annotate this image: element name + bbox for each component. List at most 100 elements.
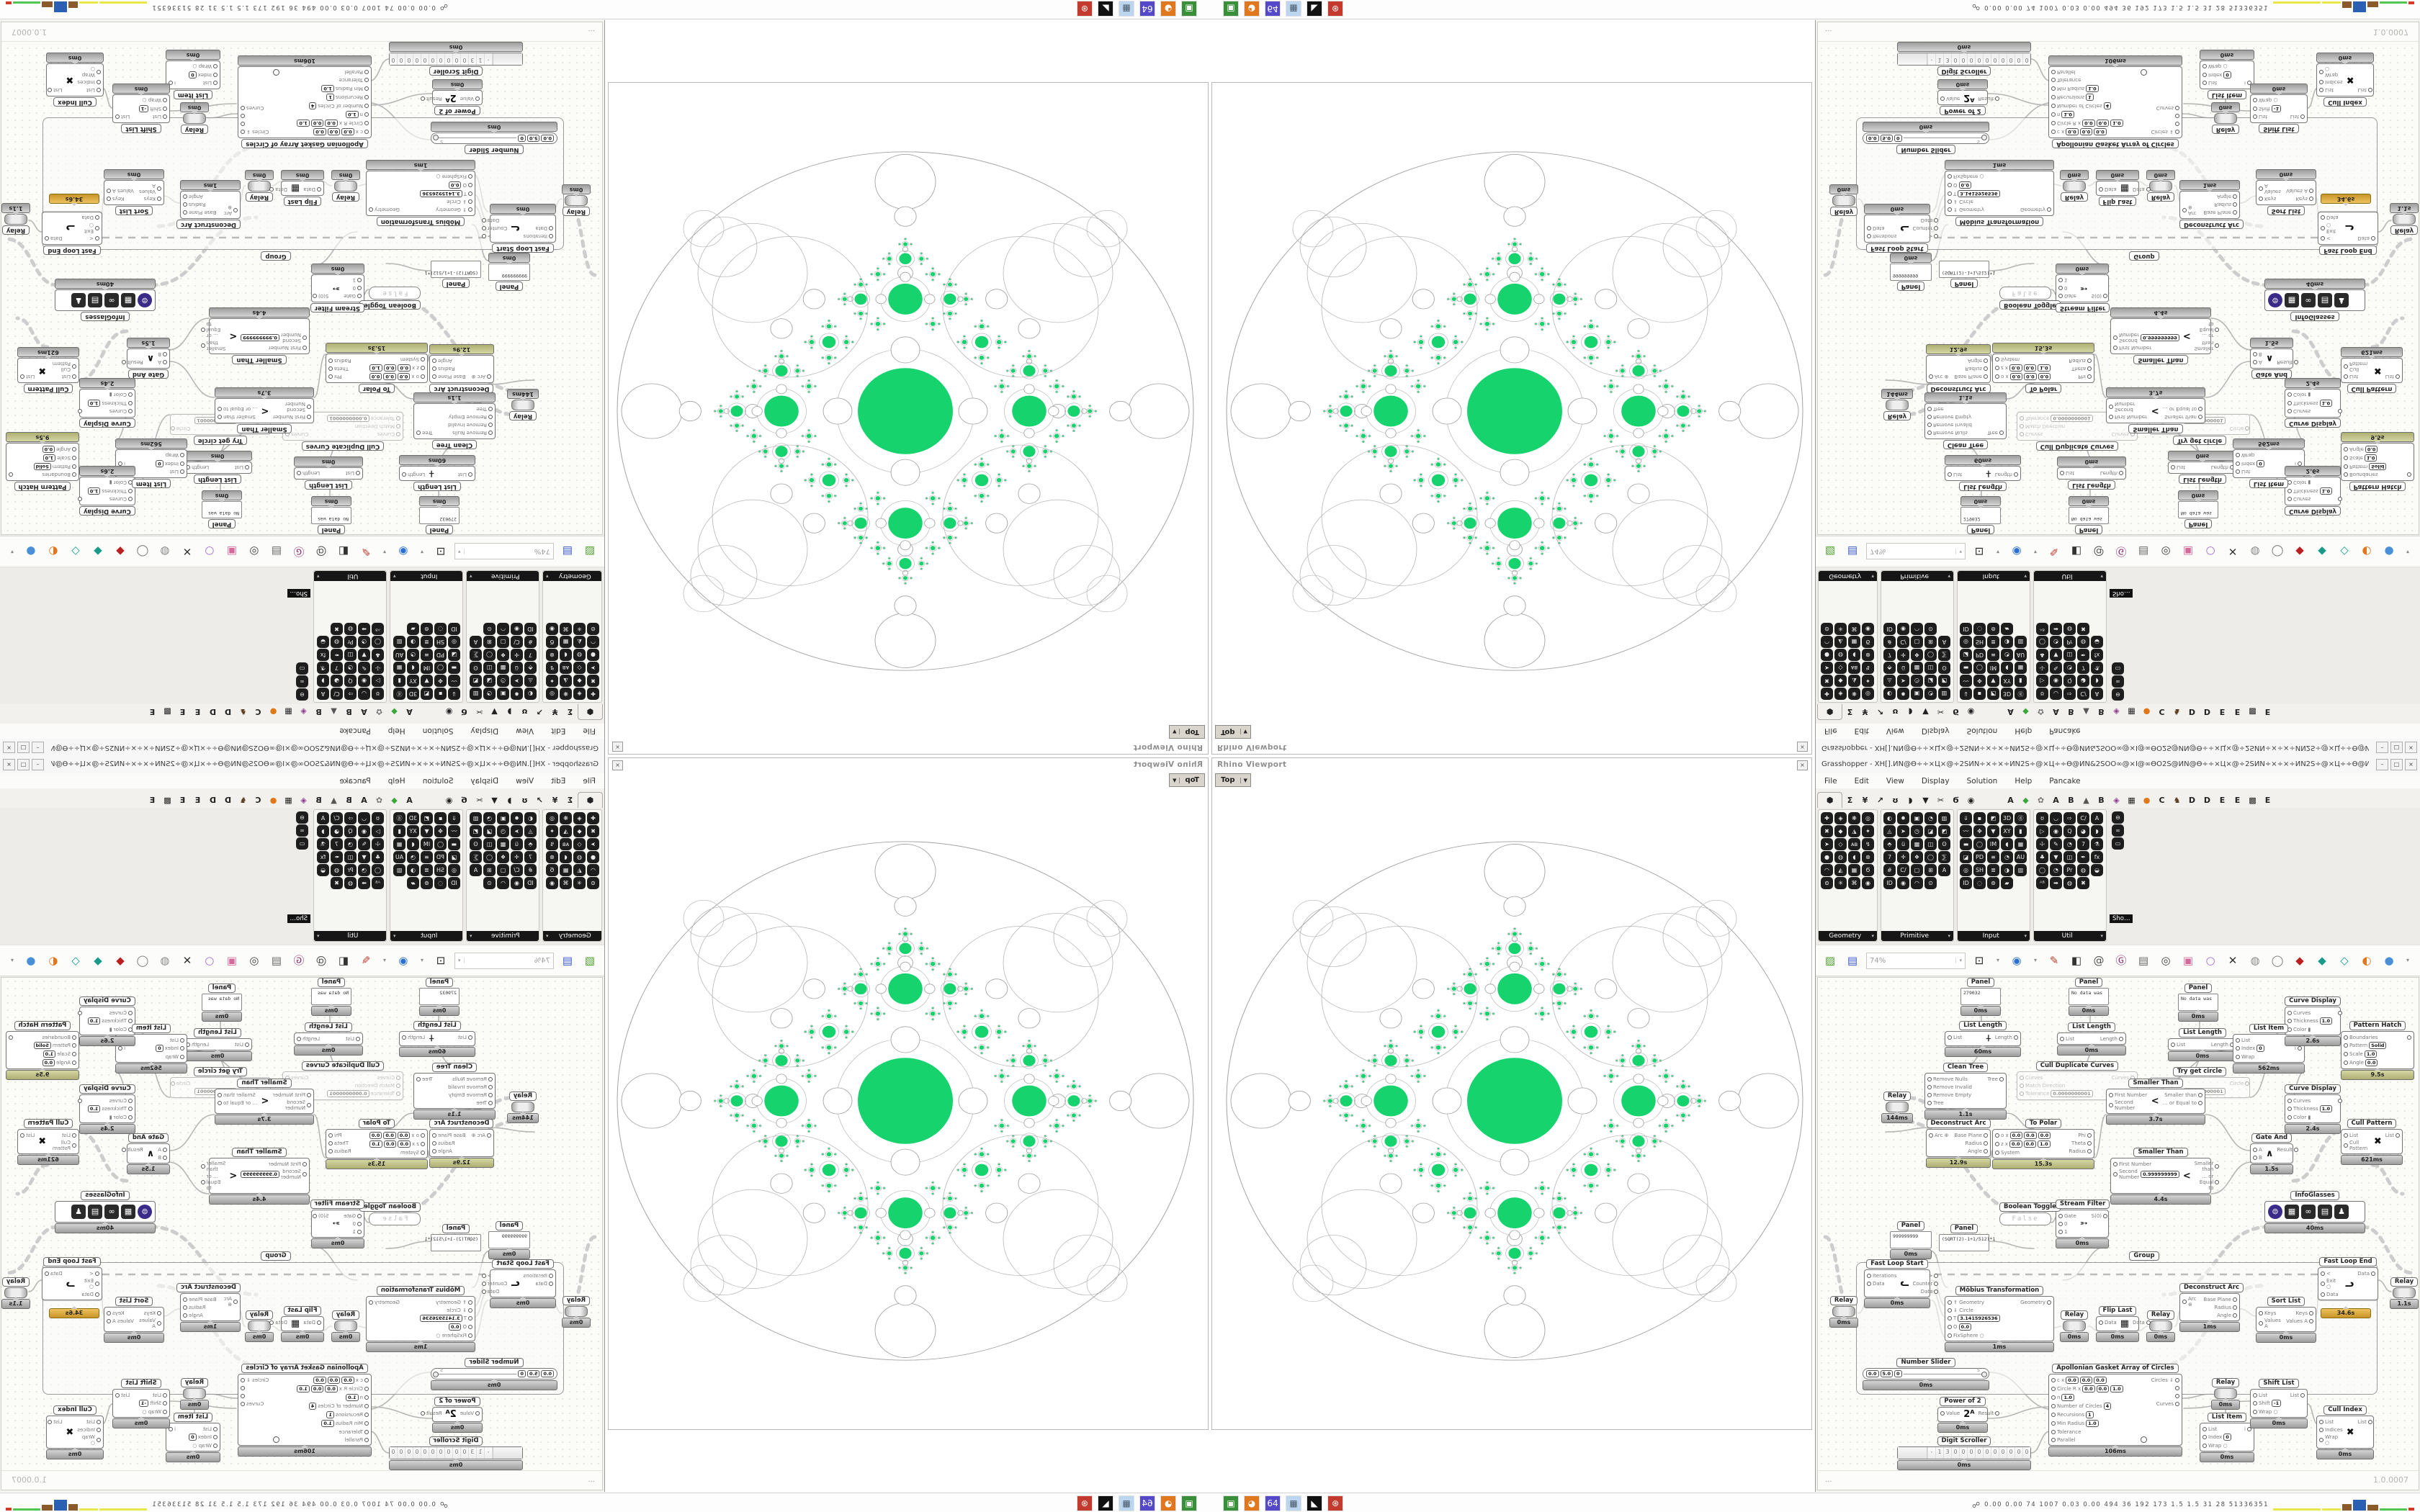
value-box[interactable]: -1 [2271, 1400, 2282, 1407]
input-port[interactable] [2109, 415, 2113, 420]
component-icon[interactable]: ◪ [1924, 675, 1937, 687]
grasshopper-titlebar[interactable]: Grasshopper - XH[].ИN@Ө÷÷×Ц×@÷2SИN÷×÷×÷И… [0, 738, 604, 756]
input-port[interactable] [2344, 1052, 2348, 1056]
node-body[interactable]: Arc ⊕ Base Plane Radius Angle [2179, 1293, 2240, 1321]
component-tab-15[interactable]: B [346, 796, 352, 805]
component-tab-27[interactable]: ▩ [2249, 796, 2257, 805]
component-icon[interactable]: ◫ [483, 838, 496, 850]
gh-node-cullidx[interactable]: Cull Index List Indices Wrap ○ ✖ List 0ms [2316, 1405, 2374, 1459]
component-tab-0[interactable]: ⬢ [578, 792, 603, 808]
value-box[interactable]: 0.0 [2082, 120, 2095, 127]
input-port[interactable] [396, 1075, 400, 1080]
input-port[interactable] [157, 186, 161, 191]
component-tab-1[interactable]: Σ [567, 796, 573, 805]
output-port[interactable] [183, 1297, 187, 1302]
input-port[interactable] [364, 86, 369, 91]
input-port[interactable] [2051, 112, 2056, 117]
panel-content[interactable]: No data was [2178, 994, 2218, 1011]
component-icon[interactable]: ▦ [1848, 864, 1860, 876]
component-icon[interactable]: ✹ [1897, 812, 1909, 824]
component-icon[interactable]: ✹ [511, 812, 523, 824]
component-icon[interactable]: fx [317, 649, 329, 661]
component-icon[interactable]: ✛ [511, 649, 523, 661]
node-body[interactable]: List ⍭ Length [399, 466, 475, 481]
component-icon[interactable]: ⊙ [1924, 623, 1937, 635]
palette-group-label[interactable]: Util ▾ [2034, 931, 2106, 941]
node-body[interactable]: Curves Thickness 1.0 Color ▮ [2285, 389, 2343, 418]
input-port[interactable] [72, 1035, 76, 1040]
scroller-digit[interactable]: 0 [2015, 1447, 2022, 1459]
gh-node-cd1[interactable]: Curve Display Curves Thickness 1.0 Color ▮ 2.… [77, 466, 135, 516]
gh-node-slider[interactable]: Number Slider 0.0 5.0 0 5 0ms [431, 1358, 557, 1390]
rhino-viewport-titlebar[interactable]: Rhino Viewport × [609, 758, 1208, 771]
component-icon[interactable]: ⓖ [393, 812, 405, 824]
component-tab-22[interactable]: ♞ [239, 707, 247, 716]
gh-node-decon2[interactable]: Deconstruct Arc Arc ⊕ Base Plane Radius Angl… [2179, 1283, 2244, 1332]
node-body[interactable]: Arc ⊕ Base Plane Radius Angle [2179, 191, 2240, 219]
component-icon[interactable]: ▢ [497, 864, 509, 876]
input-port[interactable] [2253, 107, 2257, 111]
node-body[interactable]: List Indices Wrap ○ ✖ List [2316, 1416, 2374, 1449]
component-icon[interactable]: ⌘ [560, 877, 572, 889]
input-port[interactable] [2259, 186, 2263, 191]
node-body[interactable]: List Cull Pattern ✖ List [2341, 1129, 2403, 1154]
component-tab-8[interactable]: Ϭ [461, 707, 467, 716]
node-body[interactable]: o x 0.0 0.0 0.0 z x 0.0 0.0 1.0 System Phi Theta Ra… [1992, 1129, 2094, 1158]
input-port[interactable] [2051, 78, 2056, 83]
value-box[interactable]: 0 [189, 71, 197, 78]
gh-node-fls[interactable]: Fast Loop Start Iterations Data ᓚ > Counter Da… [1864, 204, 1939, 253]
gh-node-apo[interactable]: Apollonian Gasket Array of Circles c x 0.0… [238, 55, 372, 148]
component-icon[interactable]: ▪ [434, 812, 447, 824]
component-icon[interactable]: ◮ [560, 675, 572, 687]
gh-node-relaym1[interactable]: Relay 0ms [2060, 1310, 2089, 1342]
input-port[interactable] [2058, 294, 2063, 299]
slider-value-box[interactable]: 0 [518, 135, 526, 142]
node-body[interactable]: First Number Second Number < Smaller than… … [215, 398, 314, 423]
gh-node-relayB[interactable]: Relay 0ms [180, 1378, 209, 1410]
component-icon[interactable]: Ϭ [1862, 864, 1874, 876]
component-icon[interactable]: ↯ [546, 662, 558, 674]
balloon-icon[interactable]: ○ [205, 954, 215, 967]
component-icon[interactable]: ◠ [587, 636, 599, 648]
gh-node-smaller2[interactable]: Smaller Than First Number Second Number 0.9… [200, 307, 310, 364]
input-port[interactable] [488, 1092, 493, 1097]
gh-node-fls[interactable]: Fast Loop Start Iterations Data ᓚ > Counter Da… [481, 204, 556, 253]
input-port[interactable] [487, 1133, 491, 1138]
output-port[interactable] [2309, 1310, 2313, 1315]
output-port[interactable] [183, 194, 187, 199]
component-tab-18[interactable]: ◈ [300, 707, 307, 716]
component-icon[interactable]: ◍ [331, 864, 343, 876]
component-icon[interactable]: Q [344, 825, 357, 837]
node-body[interactable]: List Shift -1 Wrap ○ List [112, 1389, 170, 1418]
scroller-digit[interactable]: 0 [453, 1447, 461, 1459]
input-port[interactable] [95, 1271, 99, 1276]
component-icon[interactable]: 7 [2077, 662, 2089, 674]
output-port[interactable] [2367, 1419, 2372, 1424]
node-body[interactable]: Data ▦ Data [2096, 181, 2151, 196]
component-icon[interactable]: ♣ [372, 649, 384, 661]
node-body[interactable]: List Indices Wrap ○ ✖ List [2316, 63, 2374, 96]
grasshopper-titlebar[interactable]: Grasshopper - XH[].ИN@Ө÷÷×Ц×@÷2SИN÷×÷×÷И… [1816, 738, 2420, 756]
output-port[interactable] [2103, 1213, 2108, 1218]
relay-capsule[interactable] [2214, 113, 2237, 124]
gh-node-toggle[interactable]: Boolean Toggle False [359, 287, 421, 310]
component-icon[interactable]: ➡ [358, 623, 370, 635]
component-icon[interactable]: ∞ [2112, 675, 2124, 688]
gh-node-fle[interactable]: Fast Loop End < Exit ○ Data ᓗ Data [42, 1257, 102, 1300]
floppy-64-icon[interactable]: 64 [1265, 1495, 1281, 1511]
input-port[interactable] [2202, 81, 2207, 86]
component-icon[interactable]: ◯ [372, 864, 384, 876]
green-drive-icon[interactable]: ▣ [1181, 1, 1197, 17]
menu-item-edit[interactable]: Edit [1854, 776, 1869, 786]
component-tab-0[interactable]: ⬢ [1817, 704, 1842, 720]
component-icon[interactable]: ◫ [344, 649, 357, 661]
output-port[interactable] [2175, 1377, 2179, 1382]
input-port[interactable] [2321, 236, 2325, 241]
value-box[interactable]: 0.0 [2096, 120, 2110, 127]
gh-node-cd2[interactable]: Curve Display Curves Thickness 1.0 Color ▮ 2.… [2285, 378, 2343, 428]
component-icon[interactable]: ◔ [407, 649, 419, 661]
output-port[interactable] [2233, 202, 2237, 207]
input-port[interactable] [1995, 1133, 1999, 1138]
component-icon[interactable]: ▷ [2036, 825, 2048, 837]
